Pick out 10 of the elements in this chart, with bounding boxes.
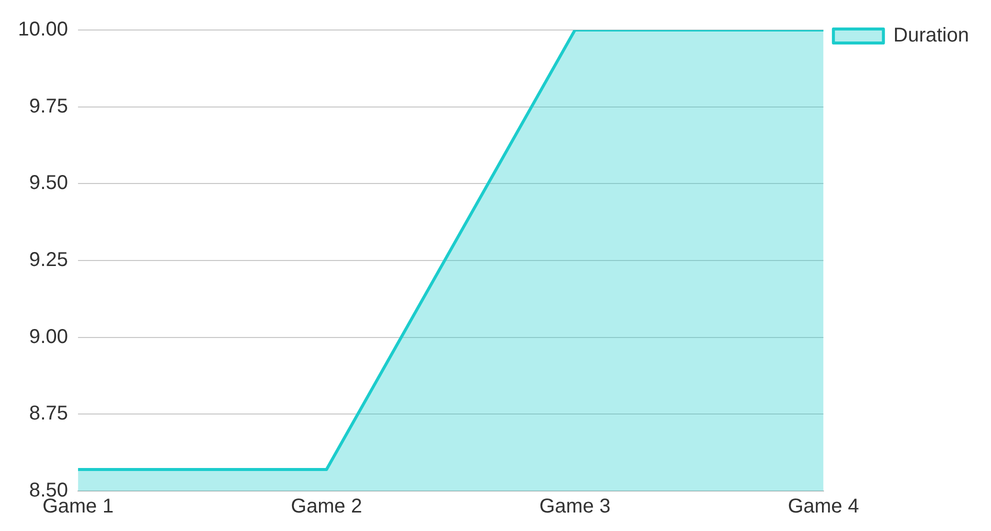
y-tick-label: 9.25	[29, 249, 68, 272]
y-tick-label: 9.75	[29, 95, 68, 118]
y-tick-label: 9.00	[29, 326, 68, 348]
y-tick-label: 9.50	[29, 172, 68, 194]
x-tick-label: Game 3	[539, 496, 611, 518]
y-tick-label: 8.75	[29, 402, 68, 425]
x-tick-label: Game 2	[290, 496, 362, 518]
x-tick-label: Game 4	[788, 496, 859, 518]
y-tick-label: 10.00	[18, 18, 68, 41]
legend-label: Duration	[893, 24, 970, 47]
